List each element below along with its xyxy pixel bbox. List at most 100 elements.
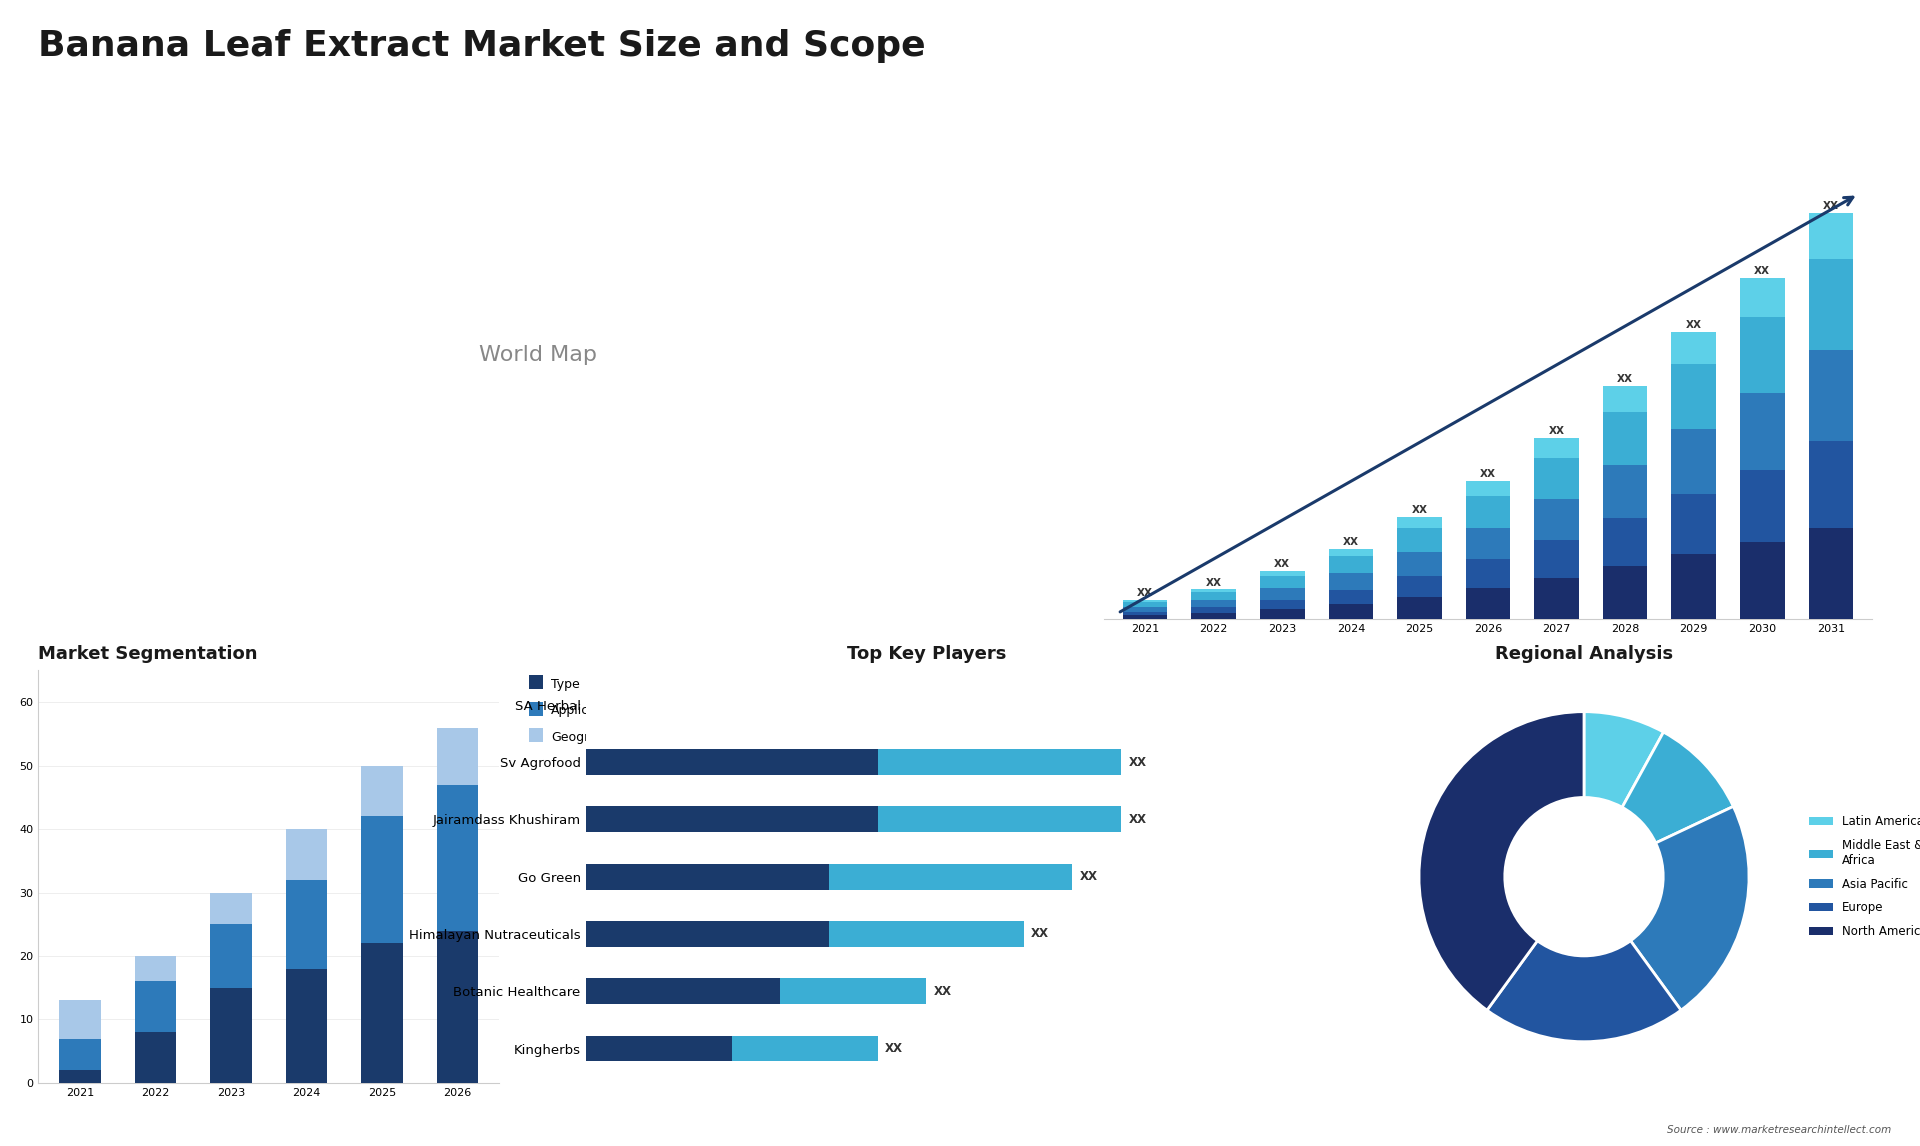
Bar bbox=[1603, 465, 1647, 518]
Text: XX: XX bbox=[1549, 426, 1565, 435]
Bar bbox=[1398, 575, 1442, 597]
Text: Market Segmentation: Market Segmentation bbox=[38, 645, 257, 664]
Title: Top Key Players: Top Key Players bbox=[847, 645, 1006, 664]
Bar bbox=[286, 968, 326, 1083]
Bar bbox=[436, 785, 478, 931]
Bar bbox=[211, 988, 252, 1083]
Bar bbox=[1465, 481, 1511, 496]
Bar bbox=[1672, 364, 1716, 430]
Wedge shape bbox=[1584, 712, 1663, 807]
Title: Regional Analysis: Regional Analysis bbox=[1496, 645, 1672, 664]
Bar bbox=[1123, 615, 1167, 619]
Bar bbox=[732, 1036, 877, 1061]
Wedge shape bbox=[1486, 941, 1682, 1042]
Wedge shape bbox=[1622, 732, 1734, 843]
Bar bbox=[1603, 413, 1647, 465]
Bar bbox=[586, 921, 829, 947]
Bar bbox=[1672, 332, 1716, 364]
Bar bbox=[1740, 470, 1784, 542]
Bar bbox=[1672, 430, 1716, 494]
Bar bbox=[1329, 573, 1373, 590]
Text: XX: XX bbox=[1031, 927, 1048, 941]
Bar bbox=[1809, 441, 1853, 527]
Bar bbox=[1465, 559, 1511, 588]
Bar bbox=[829, 921, 1023, 947]
Bar bbox=[60, 1000, 102, 1038]
Text: XX: XX bbox=[1411, 505, 1427, 515]
Legend: Type, Application, Geography: Type, Application, Geography bbox=[524, 673, 626, 749]
Bar bbox=[1123, 602, 1167, 607]
Bar bbox=[1740, 316, 1784, 393]
Bar bbox=[586, 749, 877, 775]
Text: Banana Leaf Extract Market Size and Scope: Banana Leaf Extract Market Size and Scop… bbox=[38, 29, 925, 63]
Bar bbox=[436, 728, 478, 785]
Bar bbox=[1534, 578, 1578, 619]
Bar bbox=[1809, 213, 1853, 259]
Bar bbox=[1398, 527, 1442, 551]
Bar bbox=[1672, 554, 1716, 619]
Bar bbox=[1603, 566, 1647, 619]
Bar bbox=[1192, 613, 1236, 619]
Polygon shape bbox=[1667, 53, 1797, 113]
Bar bbox=[1809, 259, 1853, 350]
Bar bbox=[1398, 597, 1442, 619]
Wedge shape bbox=[1419, 712, 1584, 1010]
Bar bbox=[134, 981, 177, 1033]
Text: Source : www.marketresearchintellect.com: Source : www.marketresearchintellect.com bbox=[1667, 1124, 1891, 1135]
Bar bbox=[1260, 588, 1304, 599]
Bar bbox=[1192, 592, 1236, 599]
Bar bbox=[780, 979, 925, 1004]
Text: XX: XX bbox=[1342, 537, 1359, 548]
Bar bbox=[586, 1036, 732, 1061]
Bar bbox=[1329, 549, 1373, 557]
Bar bbox=[134, 956, 177, 981]
Bar bbox=[1260, 571, 1304, 575]
Legend: Latin America, Middle East &
Africa, Asia Pacific, Europe, North America: Latin America, Middle East & Africa, Asi… bbox=[1805, 810, 1920, 943]
Bar bbox=[1329, 590, 1373, 604]
Bar bbox=[1809, 350, 1853, 441]
Text: XX: XX bbox=[885, 1042, 902, 1055]
Bar bbox=[361, 766, 403, 816]
Bar bbox=[1809, 527, 1853, 619]
Text: MARKET: MARKET bbox=[1818, 52, 1860, 61]
Text: XX: XX bbox=[1480, 469, 1496, 479]
Bar bbox=[877, 807, 1121, 832]
Text: XX: XX bbox=[1129, 813, 1146, 826]
Bar bbox=[1123, 612, 1167, 615]
Bar bbox=[436, 931, 478, 1083]
Text: XX: XX bbox=[1755, 266, 1770, 276]
Bar bbox=[1192, 607, 1236, 613]
Bar bbox=[1398, 517, 1442, 527]
Bar bbox=[1465, 496, 1511, 527]
Text: INTELLECT: INTELLECT bbox=[1818, 100, 1872, 109]
Bar bbox=[60, 1070, 102, 1083]
Bar bbox=[211, 893, 252, 925]
Bar bbox=[134, 1033, 177, 1083]
Bar bbox=[1260, 575, 1304, 588]
Bar bbox=[60, 1038, 102, 1070]
Bar bbox=[286, 880, 326, 968]
Bar bbox=[361, 816, 403, 943]
Bar bbox=[1534, 458, 1578, 499]
Bar bbox=[1260, 599, 1304, 610]
Bar bbox=[1740, 393, 1784, 470]
Bar bbox=[1192, 599, 1236, 607]
Text: XX: XX bbox=[1275, 559, 1290, 568]
Text: XX: XX bbox=[933, 984, 952, 998]
Bar bbox=[1740, 278, 1784, 316]
Bar bbox=[1123, 601, 1167, 602]
Bar bbox=[1398, 551, 1442, 575]
Bar bbox=[1329, 604, 1373, 619]
Bar bbox=[829, 864, 1073, 889]
Bar bbox=[211, 925, 252, 988]
Bar bbox=[1672, 494, 1716, 554]
Bar bbox=[1465, 527, 1511, 559]
Bar bbox=[1260, 610, 1304, 619]
Bar bbox=[1740, 542, 1784, 619]
Bar bbox=[586, 979, 780, 1004]
Bar bbox=[361, 943, 403, 1083]
Bar bbox=[1329, 557, 1373, 573]
Bar bbox=[1603, 386, 1647, 413]
Bar bbox=[1123, 607, 1167, 612]
Text: XX: XX bbox=[1137, 588, 1154, 598]
